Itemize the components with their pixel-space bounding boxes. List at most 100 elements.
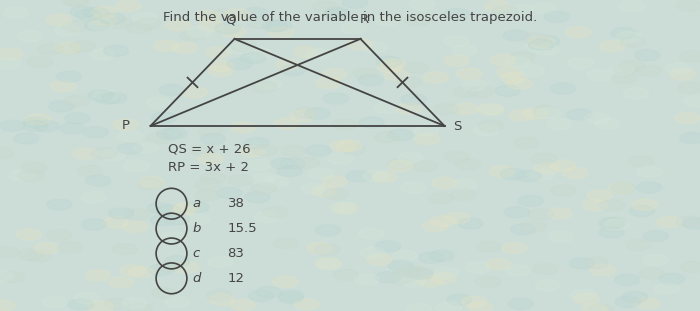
Circle shape — [388, 260, 413, 272]
Circle shape — [603, 217, 628, 228]
Circle shape — [0, 271, 14, 282]
Circle shape — [414, 125, 439, 136]
Circle shape — [569, 258, 594, 269]
Circle shape — [486, 259, 511, 270]
Circle shape — [516, 170, 541, 182]
Circle shape — [510, 224, 536, 235]
Circle shape — [125, 209, 150, 220]
Circle shape — [677, 0, 700, 11]
Circle shape — [136, 18, 161, 29]
Circle shape — [659, 273, 685, 285]
Circle shape — [413, 161, 438, 172]
Circle shape — [216, 188, 242, 199]
Circle shape — [324, 7, 349, 18]
Text: b: b — [193, 222, 201, 235]
Circle shape — [564, 168, 589, 179]
Circle shape — [462, 80, 487, 91]
Circle shape — [201, 172, 226, 183]
Circle shape — [281, 65, 306, 76]
Circle shape — [209, 294, 234, 305]
Circle shape — [534, 163, 559, 174]
Text: R: R — [359, 13, 369, 26]
Circle shape — [104, 45, 129, 57]
Text: 83: 83 — [228, 247, 244, 260]
Circle shape — [164, 256, 190, 267]
Circle shape — [386, 273, 412, 284]
Circle shape — [550, 83, 575, 94]
Circle shape — [469, 86, 494, 97]
Circle shape — [473, 125, 498, 136]
Circle shape — [431, 272, 456, 284]
Circle shape — [587, 69, 612, 81]
Circle shape — [100, 13, 125, 24]
Circle shape — [574, 293, 599, 304]
Circle shape — [615, 274, 640, 285]
Circle shape — [248, 290, 274, 301]
Circle shape — [0, 58, 21, 69]
Circle shape — [496, 66, 522, 77]
Circle shape — [452, 179, 477, 190]
Circle shape — [636, 166, 662, 177]
Circle shape — [146, 133, 172, 144]
Circle shape — [476, 241, 501, 252]
Circle shape — [312, 186, 337, 197]
Circle shape — [323, 188, 348, 200]
Circle shape — [244, 137, 270, 149]
Circle shape — [195, 179, 220, 190]
Circle shape — [322, 176, 347, 187]
Circle shape — [23, 120, 48, 132]
Circle shape — [104, 217, 129, 228]
Circle shape — [57, 71, 82, 82]
Circle shape — [94, 89, 119, 100]
Circle shape — [164, 214, 189, 225]
Circle shape — [568, 58, 593, 69]
Circle shape — [104, 298, 130, 309]
Circle shape — [458, 218, 483, 229]
Circle shape — [519, 65, 545, 77]
Circle shape — [424, 72, 449, 83]
Circle shape — [274, 118, 299, 129]
Circle shape — [401, 94, 426, 105]
Circle shape — [680, 51, 700, 62]
Circle shape — [415, 133, 440, 144]
Circle shape — [484, 1, 510, 12]
Circle shape — [206, 290, 232, 301]
Text: QS = x + 26: QS = x + 26 — [168, 143, 251, 156]
Circle shape — [246, 159, 272, 170]
Circle shape — [620, 36, 645, 47]
Circle shape — [191, 145, 216, 156]
Circle shape — [477, 104, 503, 115]
Circle shape — [374, 102, 400, 113]
Circle shape — [76, 9, 101, 21]
Circle shape — [492, 6, 517, 17]
Circle shape — [262, 21, 287, 32]
Circle shape — [198, 126, 223, 137]
Circle shape — [432, 177, 457, 188]
Circle shape — [362, 41, 387, 53]
Circle shape — [57, 43, 82, 54]
Circle shape — [34, 121, 60, 132]
Circle shape — [209, 61, 234, 72]
Circle shape — [268, 27, 293, 38]
Circle shape — [195, 190, 220, 201]
Circle shape — [397, 266, 422, 277]
Circle shape — [331, 141, 356, 152]
Circle shape — [354, 68, 379, 79]
Circle shape — [63, 21, 88, 32]
Circle shape — [337, 140, 362, 151]
Circle shape — [548, 231, 573, 242]
Text: 12: 12 — [228, 272, 244, 285]
Circle shape — [38, 44, 63, 55]
Circle shape — [182, 87, 207, 98]
Circle shape — [529, 169, 554, 180]
Circle shape — [626, 239, 652, 251]
Circle shape — [122, 221, 148, 232]
Circle shape — [684, 95, 700, 107]
Circle shape — [680, 132, 700, 144]
Circle shape — [108, 277, 134, 288]
Circle shape — [124, 160, 149, 171]
Circle shape — [666, 63, 691, 74]
Circle shape — [113, 119, 138, 130]
Circle shape — [301, 183, 326, 194]
Circle shape — [68, 299, 93, 310]
